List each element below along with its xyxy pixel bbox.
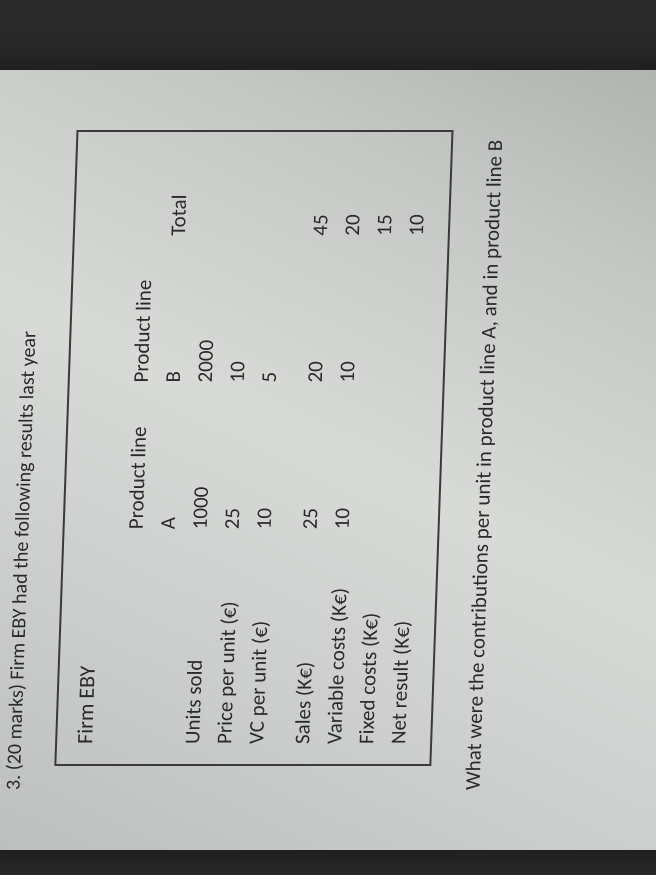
row-cell-b: 20 xyxy=(299,236,336,383)
row-cell-total: 15 xyxy=(368,152,403,236)
row-cell-total: 45 xyxy=(304,152,339,236)
header-col-total-top xyxy=(130,152,165,236)
row-label: Net result (K€) xyxy=(382,529,421,744)
row-cell-total xyxy=(258,152,293,236)
document-page: Compute (a) prime costs and (b) the conv… xyxy=(0,70,656,850)
row-cell-a: 25 xyxy=(216,382,253,529)
row-cell-a xyxy=(358,382,395,529)
table-title: Firm EBY xyxy=(71,152,119,744)
row-cell-b: 2000 xyxy=(189,236,226,383)
row-cell-b: 10 xyxy=(331,236,368,383)
row-cell-b: 5 xyxy=(253,236,290,383)
row-cell-b: 10 xyxy=(221,236,258,383)
question-3-heading: 3. (20 marks) Firm EBY had the following… xyxy=(1,120,48,790)
row-cell-total: 20 xyxy=(336,152,371,236)
row-cell-a: 10 xyxy=(326,382,363,529)
header-col-a-top: Product line xyxy=(120,382,157,529)
intro-paragraph: Compute (a) prime costs and (b) the conv… xyxy=(0,120,3,790)
row-cell-a: 10 xyxy=(248,382,285,529)
row-cell-b xyxy=(395,236,432,383)
header-col-b-top: Product line xyxy=(125,236,162,383)
row-cell-total xyxy=(226,152,261,236)
row-cell-a: 1000 xyxy=(184,382,221,529)
header-col-b-sub: B xyxy=(157,236,194,383)
financial-table: Product line Product line A B Total Unit… xyxy=(112,152,435,744)
data-table-box: Firm EBY Product line Product line A B T… xyxy=(54,130,453,766)
question-number: 3. xyxy=(1,775,26,790)
question-text: (20 marks) Firm EBY had the following re… xyxy=(2,331,41,770)
row-cell-total: 10 xyxy=(400,152,435,236)
row-cell-a: 25 xyxy=(294,382,331,529)
row-cell-b xyxy=(363,236,400,383)
row-cell-total xyxy=(194,152,229,236)
header-col-total-sub: Total xyxy=(162,152,197,236)
followup-question: What were the contributions per unit in … xyxy=(458,120,510,790)
header-col-a-sub: A xyxy=(152,382,189,529)
row-cell-a xyxy=(390,382,427,529)
